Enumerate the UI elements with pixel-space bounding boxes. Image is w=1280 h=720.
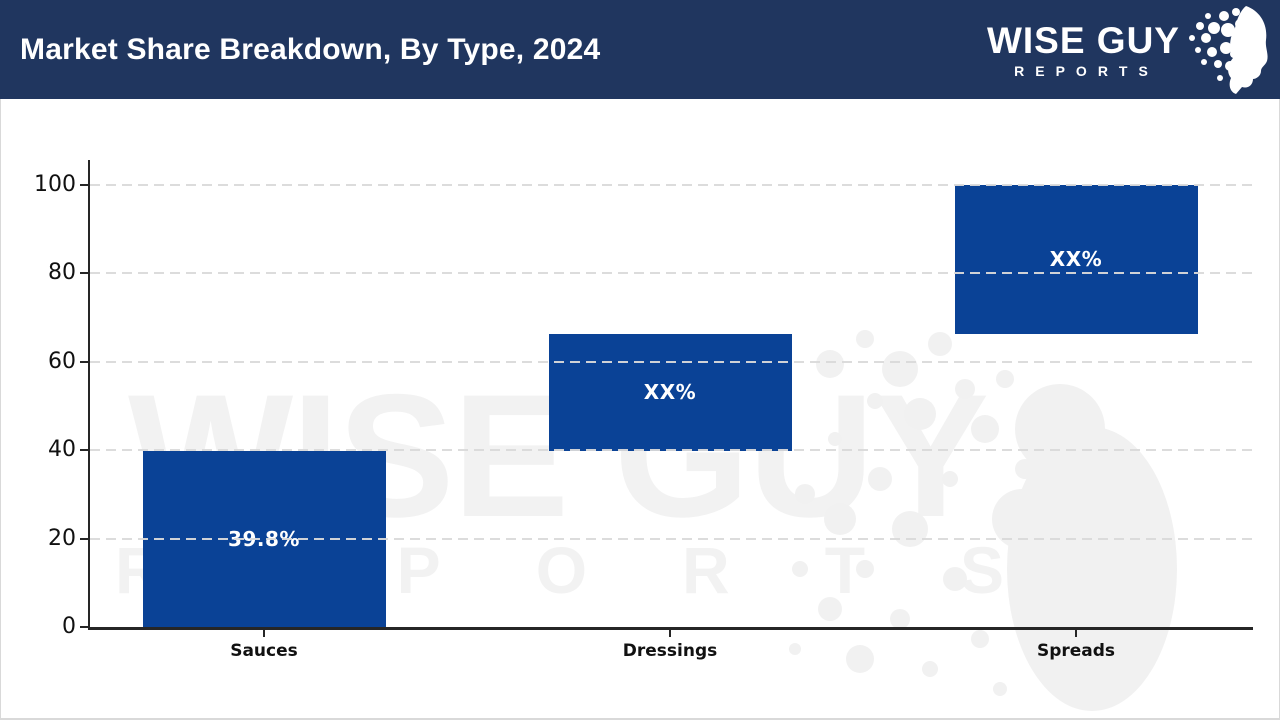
x-tick-dressings [669, 630, 671, 637]
watermark-face-icon [789, 330, 1177, 711]
y-tick-label-20: 20 [48, 525, 76, 551]
plot-gridline-80 [90, 272, 1253, 275]
y-tick-40 [80, 449, 88, 452]
y-tick-100 [80, 184, 88, 186]
page-title: Market Share Breakdown, By Type, 2024 [20, 32, 601, 66]
bar-dressings: XX% [548, 333, 792, 452]
y-tick-label-80: 80 [48, 260, 76, 286]
bar-spreads: XX% [954, 185, 1198, 334]
wiseguy-logo-reports: REPORTS [1014, 63, 1159, 79]
plot-gridline-60 [90, 360, 1253, 363]
y-tick-0 [80, 626, 88, 628]
wiseguy-logo-text: WISE GUY REPORTS [987, 22, 1180, 78]
chart-area: WISE GUY REPORTS 0 20 40 60 80 100 39.8% Sauces… [0, 99, 1280, 720]
y-axis-line [88, 160, 90, 629]
plot-gridline-20 [90, 537, 1253, 540]
y-tick-label-0: 0 [62, 614, 76, 639]
x-axis-line [88, 627, 1253, 630]
y-tick-label-60: 60 [48, 348, 76, 374]
x-axis-label-sauces: Sauces [230, 641, 298, 661]
wiseguy-logo: WISE GUY REPORTS [987, 4, 1268, 96]
wiseguy-face-icon [1189, 6, 1268, 94]
y-tick-20 [80, 537, 88, 540]
header-band: Market Share Breakdown, By Type, 2024 WI… [0, 0, 1280, 99]
bar-value-label-spreads: XX% [1049, 247, 1103, 272]
x-tick-spreads [1075, 630, 1077, 637]
y-tick-label-40: 40 [48, 437, 76, 463]
x-axis-label-dressings: Dressings [622, 641, 718, 661]
y-tick-80 [80, 272, 88, 275]
y-tick-label-100: 100 [34, 172, 76, 197]
plot-gridline-100 [90, 184, 1253, 186]
page-edge-bottom [0, 718, 1280, 720]
wiseguy-logo-name: WISE GUY [986, 20, 1180, 61]
y-tick-60 [80, 360, 88, 363]
x-axis-label-spreads: Spreads [1036, 641, 1116, 661]
page-edge-left [0, 99, 1, 720]
plot-gridline-40 [90, 449, 1253, 452]
bar-value-label-dressings: XX% [643, 380, 697, 405]
x-tick-sauces [263, 630, 265, 637]
